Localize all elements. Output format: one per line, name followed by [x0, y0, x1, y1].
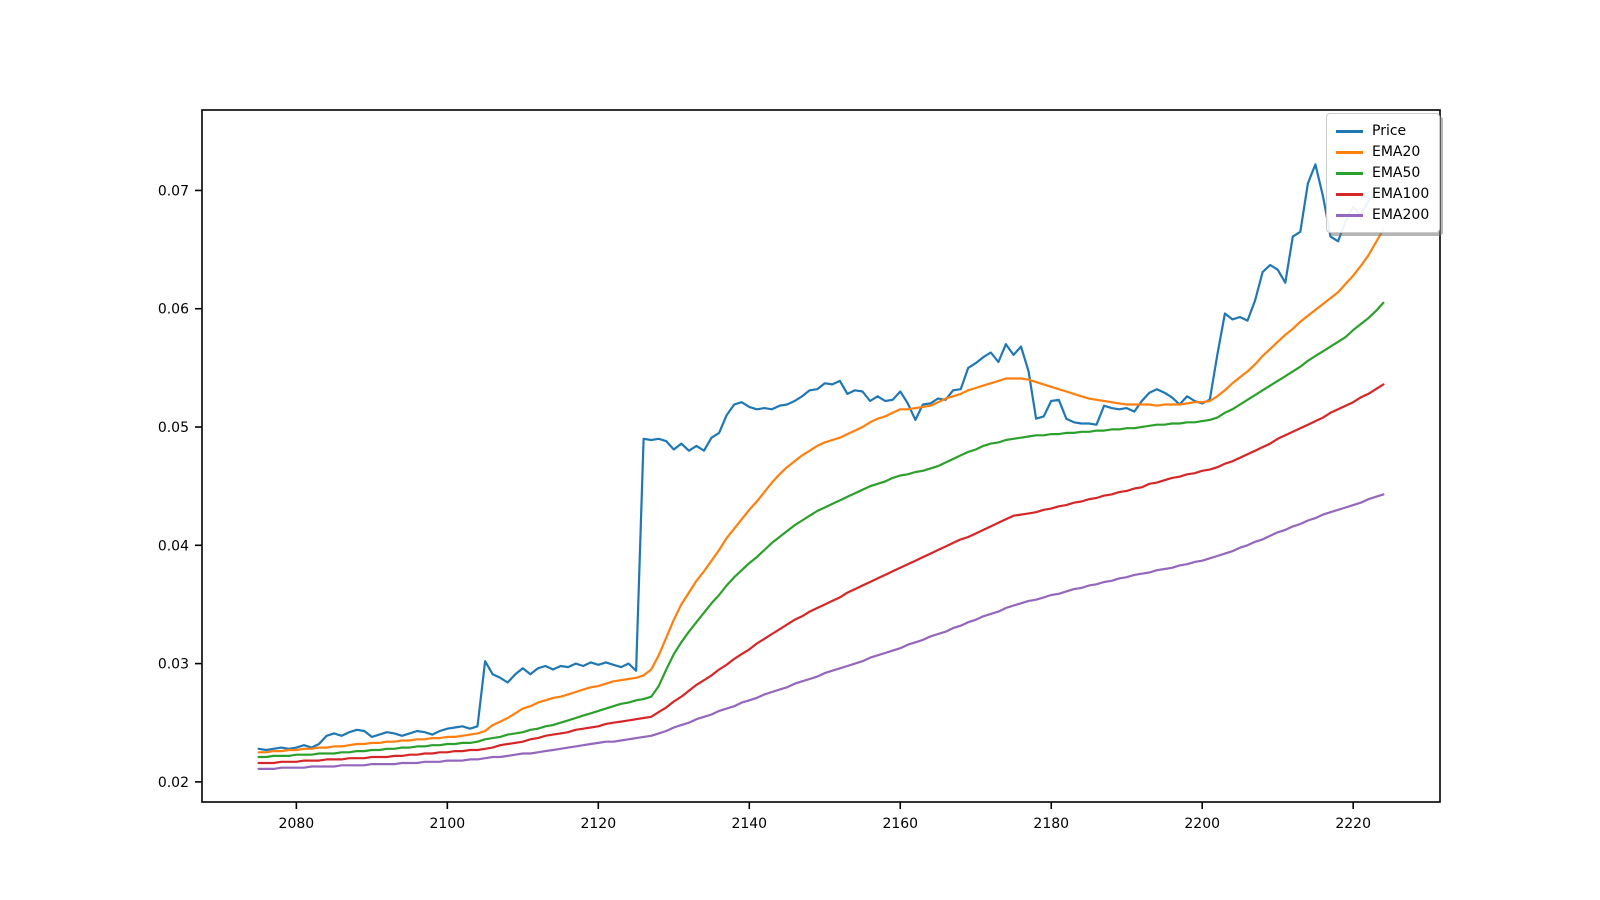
axes-frame	[201, 109, 1441, 803]
legend-entry-ema100: EMA100	[1336, 184, 1429, 205]
price-line-icon	[1336, 130, 1363, 133]
series-line-ema100	[257, 383, 1385, 765]
x-tick-label: 2160	[882, 816, 918, 832]
x-tick-label: 2140	[731, 816, 767, 832]
y-tick-label: 0.05	[158, 420, 189, 436]
x-tick-label: 2180	[1033, 816, 1069, 832]
legend-entry-ema20: EMA20	[1336, 142, 1429, 163]
legend-entry-ema50: EMA50	[1336, 163, 1429, 184]
ema200-line-icon	[1336, 214, 1363, 217]
y-tick-label: 0.04	[158, 538, 189, 554]
y-tick-label: 0.03	[158, 657, 189, 673]
legend-entry-price: Price	[1336, 121, 1429, 142]
series-line-ema20	[257, 228, 1385, 754]
x-tick-label: 2220	[1335, 816, 1371, 832]
legend-entry-ema200: EMA200	[1336, 205, 1429, 226]
legend-label-ema20: EMA20	[1372, 144, 1421, 160]
ema100-line-icon	[1336, 193, 1363, 196]
series-line-ema50	[257, 301, 1385, 759]
legend-label-ema50: EMA50	[1372, 165, 1421, 181]
legend: Price EMA20 EMA50 EMA100 EMA200	[1326, 113, 1441, 233]
x-tick-label: 2120	[580, 816, 616, 832]
y-tick-label: 0.07	[158, 183, 189, 199]
legend-label-ema200: EMA200	[1372, 207, 1430, 223]
legend-label-price: Price	[1372, 123, 1407, 139]
series-line-ema200	[257, 493, 1385, 771]
y-tick-label: 0.06	[158, 302, 189, 318]
x-tick-label: 2080	[279, 816, 315, 832]
series-line-price	[257, 163, 1385, 752]
y-tick-label: 0.02	[158, 775, 189, 791]
ema50-line-icon	[1336, 172, 1363, 175]
x-tick-label: 2200	[1184, 816, 1220, 832]
ema20-line-icon	[1336, 151, 1363, 154]
x-tick-label: 2100	[430, 816, 466, 832]
legend-label-ema100: EMA100	[1372, 186, 1430, 202]
